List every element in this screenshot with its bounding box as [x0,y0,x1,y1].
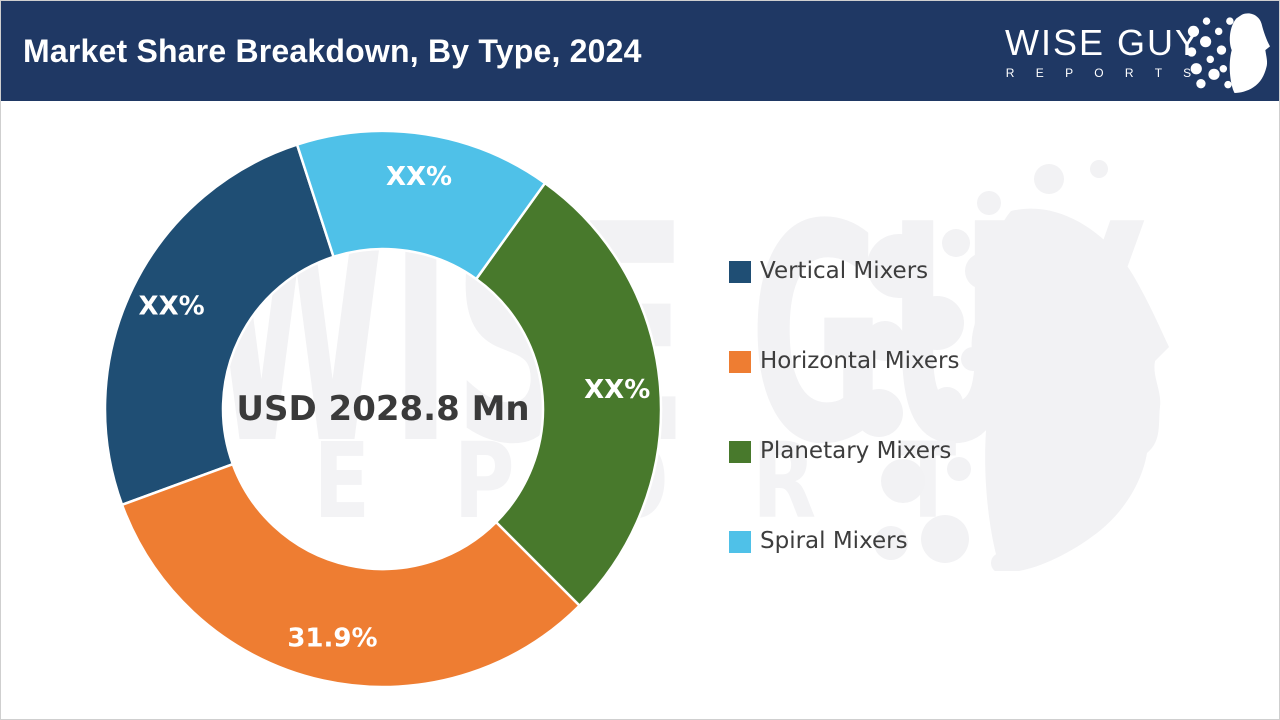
slice-value-label-vertical-mixers: XX% [139,291,205,321]
legend-label: Vertical Mixers [760,258,929,284]
donut-slice-spiral-mixers [295,129,547,281]
legend-swatch-spiral-mixers [729,530,751,553]
legend-label: Spiral Mixers [760,528,908,554]
logo-reports-text: R E P O R T S [1005,66,1201,80]
donut-slice-horizontal-mixers [120,462,581,689]
legend-item-vertical-mixers: Vertical Mixers [729,260,959,283]
chart-legend: Vertical Mixers Horizontal Mixers Planet… [729,260,959,553]
legend-swatch-planetary-mixers [729,440,751,463]
legend-label: Planetary Mixers [760,438,952,464]
slice-value-label-planetary-mixers: XX% [584,375,650,405]
logo-wordmark: WISE GUY [1004,22,1201,63]
donut-slice-planetary-mixers [474,181,663,607]
header-bar: Market Share Breakdown, By Type, 2024 WI… [1,1,1279,101]
legend-label: Horizontal Mixers [760,348,960,374]
chart-title: Market Share Breakdown, By Type, 2024 [23,32,642,69]
donut-slice-vertical-mixers [103,143,335,507]
legend-swatch-vertical-mixers [729,260,751,283]
slice-value-label-spiral-mixers: XX% [386,162,452,192]
legend-item-spiral-mixers: Spiral Mixers [729,530,959,553]
wise-guy-reports-logo: WISE GUY R E P O R T S [1005,9,1271,93]
legend-swatch-horizontal-mixers [729,350,751,373]
donut-center-value: USD 2028.8 Mn [236,389,530,429]
legend-item-planetary-mixers: Planetary Mixers [729,440,959,463]
donut-chart: XX% 31.9% XX% XX% [103,129,663,689]
logo-face-icon [1186,13,1270,93]
slice-value-label-horizontal-mixers: 31.9% [287,624,377,654]
legend-item-horizontal-mixers: Horizontal Mixers [729,350,959,373]
